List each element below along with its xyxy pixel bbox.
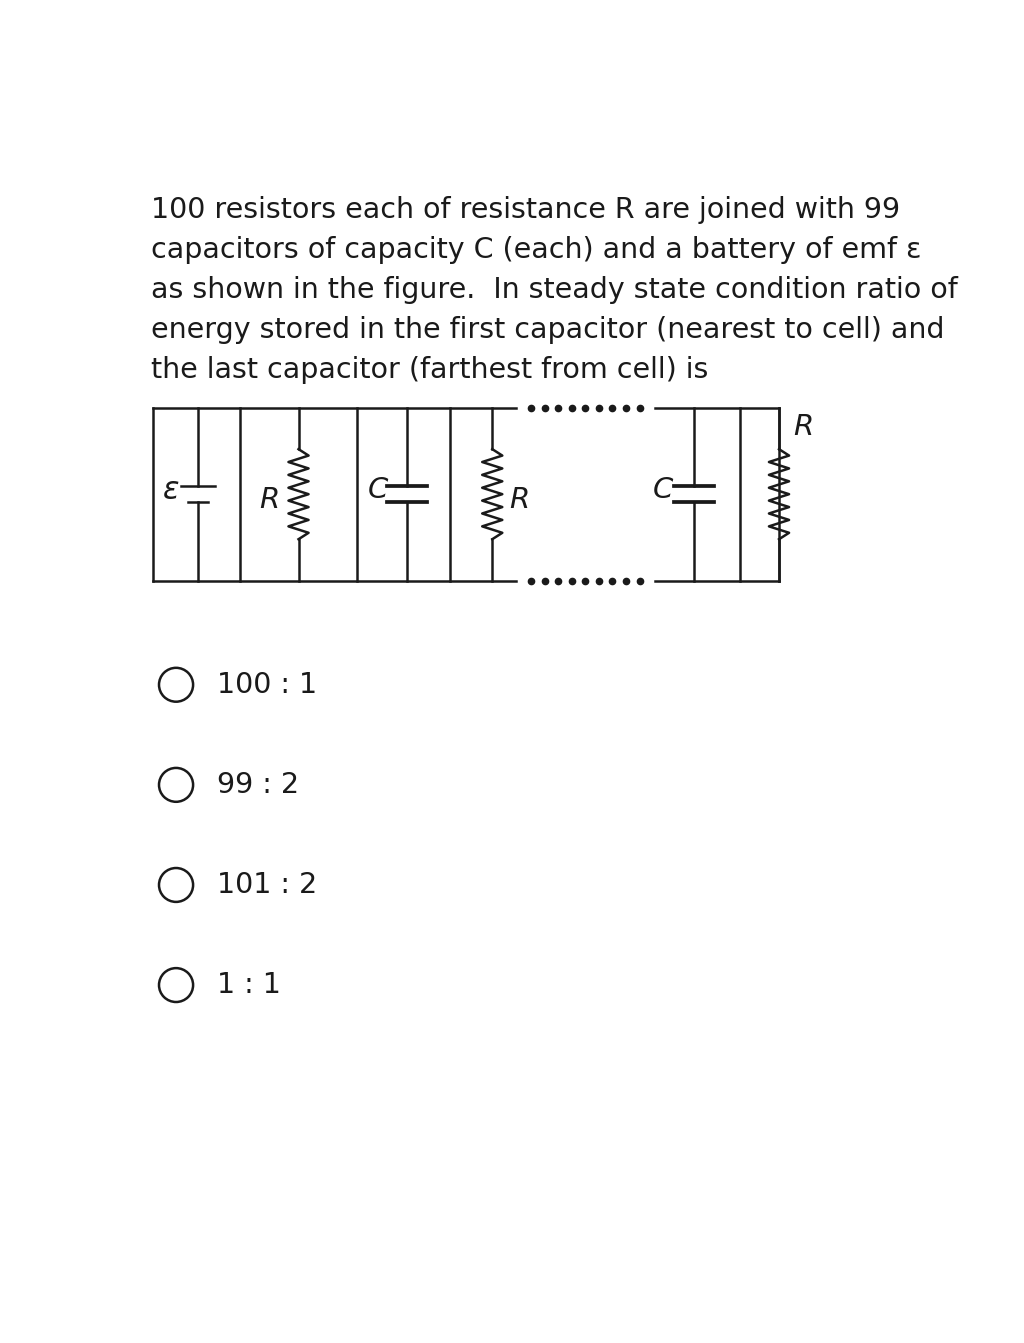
- Text: 1 : 1: 1 : 1: [217, 971, 281, 999]
- Text: C: C: [368, 477, 388, 505]
- Text: R: R: [794, 412, 814, 441]
- Text: as shown in the figure.  In steady state condition ratio of: as shown in the figure. In steady state …: [152, 275, 958, 304]
- Text: R: R: [509, 486, 529, 514]
- Text: 101 : 2: 101 : 2: [217, 872, 317, 898]
- Text: R: R: [259, 486, 280, 514]
- Text: C: C: [652, 477, 673, 505]
- Text: energy stored in the first capacitor (nearest to cell) and: energy stored in the first capacitor (ne…: [152, 316, 945, 344]
- Text: $\varepsilon$: $\varepsilon$: [162, 475, 179, 505]
- Text: capacitors of capacity C (each) and a battery of emf ε: capacitors of capacity C (each) and a ba…: [152, 236, 922, 263]
- Text: the last capacitor (farthest from cell) is: the last capacitor (farthest from cell) …: [152, 356, 709, 384]
- Text: 100 : 1: 100 : 1: [217, 670, 317, 698]
- Text: 99 : 2: 99 : 2: [217, 771, 299, 799]
- Text: 100 resistors each of resistance R are joined with 99: 100 resistors each of resistance R are j…: [152, 196, 900, 224]
